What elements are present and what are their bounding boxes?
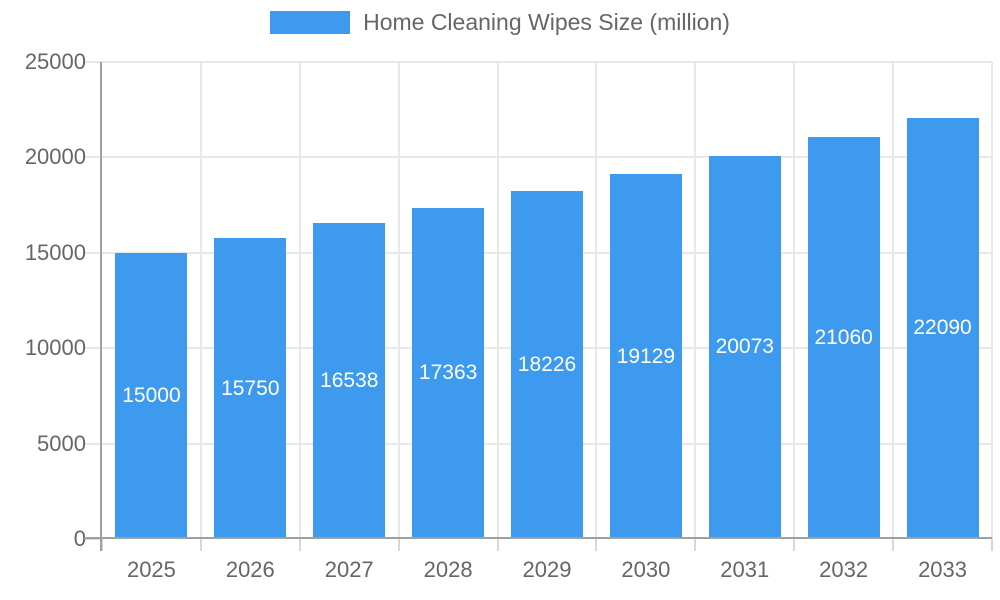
bar-value-label: 21060 (814, 326, 873, 350)
y-axis-label: 20000 (24, 144, 86, 170)
x-axis-label-2033: 2033 (918, 557, 968, 582)
y-axis-label: 15000 (24, 239, 86, 265)
gridline-horizontal (84, 156, 992, 159)
gridline-vertical (595, 62, 598, 539)
y-axis-tick (84, 538, 102, 540)
gridline-vertical (199, 62, 202, 539)
gridline-vertical (694, 62, 697, 539)
bar-value-label: 20073 (715, 335, 774, 359)
x-axis-label-2026: 2026 (225, 557, 275, 582)
bar-value-label: 18226 (517, 353, 577, 377)
x-axis-tick (199, 539, 202, 551)
x-axis-label-2028: 2028 (423, 557, 473, 582)
bar-value-label: 15750 (221, 376, 280, 400)
y-axis-label: 5000 (37, 430, 86, 456)
x-axis-label-2031: 2031 (720, 557, 770, 582)
bar-2033[interactable]: 22090 (906, 117, 979, 539)
bar-value-label: 16538 (320, 369, 379, 393)
x-axis-label-2032: 2032 (819, 557, 869, 582)
bar-value-label: 22090 (913, 316, 972, 340)
bar-2032[interactable]: 21060 (807, 137, 880, 539)
gridline-vertical (496, 62, 499, 539)
x-axis-tick (892, 539, 895, 551)
gridline-vertical (991, 62, 993, 539)
bar-2025[interactable]: 15000 (115, 252, 188, 539)
x-axis-line (84, 537, 992, 539)
y-axis-line (100, 62, 102, 551)
bar-2031[interactable]: 20073 (708, 156, 781, 539)
x-axis-tick (595, 539, 598, 551)
legend[interactable]: Home Cleaning Wipes Size (million) (0, 11, 1000, 34)
x-axis-tick (793, 539, 796, 551)
y-axis-label: 10000 (24, 335, 86, 361)
y-axis-label: 25000 (24, 49, 86, 74)
x-axis-tick (496, 539, 499, 551)
gridline-vertical (892, 62, 895, 539)
gridline-vertical (298, 62, 301, 539)
gridline-horizontal (84, 61, 992, 63)
bar-2030[interactable]: 19129 (609, 174, 682, 539)
bar-2029[interactable]: 18226 (511, 191, 583, 539)
x-axis-tick (991, 539, 993, 551)
x-axis-label-2029: 2029 (522, 557, 572, 582)
bar-2026[interactable]: 15750 (214, 238, 287, 539)
bar-value-label: 15000 (122, 383, 181, 407)
bar-value-label: 19129 (616, 344, 676, 368)
x-axis-tick (298, 539, 301, 551)
bar-2028[interactable]: 17363 (412, 207, 485, 539)
gridline-vertical (793, 62, 796, 539)
x-axis-label-2025: 2025 (126, 557, 176, 582)
x-axis-tick (694, 539, 697, 551)
legend-label: Home Cleaning Wipes Size (million) (363, 9, 730, 35)
y-axis-label: 0 (73, 526, 86, 551)
x-axis-label-2027: 2027 (324, 557, 374, 582)
x-axis-label-2030: 2030 (621, 557, 671, 582)
x-axis-tick (101, 539, 103, 551)
x-axis-tick (397, 539, 400, 551)
legend-swatch (270, 11, 351, 34)
gridline-vertical (397, 62, 400, 539)
bar-2027[interactable]: 16538 (313, 223, 386, 539)
bar-value-label: 17363 (418, 361, 478, 385)
